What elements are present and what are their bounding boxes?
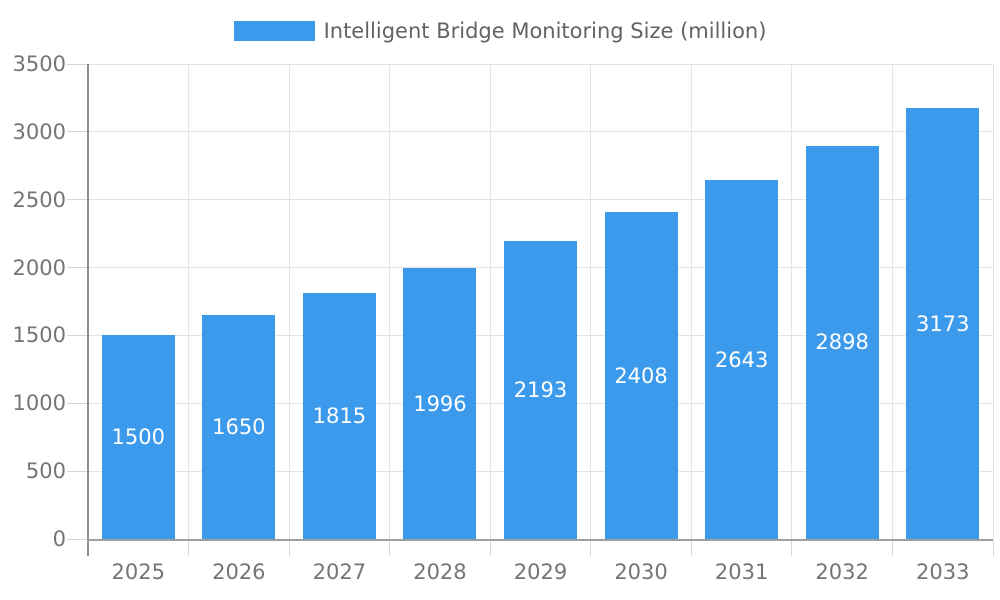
x-axis-label: 2031	[714, 560, 769, 584]
chart-legend: Intelligent Bridge Monitoring Size (mill…	[0, 16, 1000, 46]
bar-2030: 2408	[604, 212, 678, 539]
x-tick	[891, 540, 893, 556]
x-tick	[791, 540, 793, 556]
gridline-vertical	[288, 64, 290, 539]
gridline-vertical	[891, 64, 893, 539]
y-axis-label: 500	[25, 459, 66, 484]
x-tick	[188, 540, 190, 556]
y-axis-label: 0	[52, 527, 66, 551]
x-tick	[389, 540, 391, 556]
gridline-vertical	[690, 64, 692, 539]
gridline-vertical	[791, 64, 793, 539]
x-axis-label: 2025	[111, 560, 165, 584]
gridline-vertical	[389, 64, 391, 539]
y-tick	[67, 538, 87, 540]
y-axis-label: 1500	[12, 323, 66, 348]
bar-value-label: 1996	[413, 391, 467, 416]
y-tick	[67, 63, 87, 65]
gridline-horizontal	[89, 199, 993, 201]
gridline-horizontal	[89, 131, 993, 133]
y-tick	[67, 470, 87, 472]
gridline-vertical	[590, 64, 592, 539]
y-axis-label: 1000	[12, 391, 66, 416]
x-axis-label: 2033	[915, 560, 970, 584]
x-tick	[288, 540, 290, 556]
bar-2033: 3173	[906, 108, 980, 539]
y-axis-label: 3000	[12, 119, 66, 144]
y-tick	[67, 199, 87, 201]
bar-value-label: 2643	[714, 347, 769, 372]
x-tick	[489, 540, 491, 556]
x-axis-label: 2026	[212, 560, 266, 584]
x-tick	[590, 540, 592, 556]
legend-label: Intelligent Bridge Monitoring Size (mill…	[323, 19, 767, 43]
x-tick	[992, 540, 994, 556]
y-axis-label: 2000	[12, 255, 66, 280]
legend-color-swatch	[233, 21, 315, 41]
bar-2031: 2643	[705, 180, 779, 539]
bar-value-label: 1650	[212, 415, 266, 440]
y-axis-label: 2500	[12, 187, 66, 212]
bar-value-label: 1500	[111, 425, 165, 450]
bar-value-label: 1815	[312, 403, 367, 428]
gridline-vertical	[992, 64, 994, 539]
bar-2026: 1650	[202, 315, 276, 539]
gridline-vertical	[188, 64, 190, 539]
x-axis-label: 2028	[413, 560, 467, 584]
gridline-horizontal	[89, 63, 993, 65]
bar-2029: 2193	[504, 241, 577, 539]
y-tick	[67, 267, 87, 269]
bar-value-label: 2898	[815, 330, 869, 355]
x-tick	[690, 540, 692, 556]
y-tick	[67, 131, 87, 133]
y-axis-label: 3500	[12, 52, 66, 76]
bar-value-label: 3173	[915, 311, 970, 336]
x-axis-label: 2029	[513, 560, 568, 584]
y-tick	[67, 402, 87, 404]
x-axis-label: 2027	[312, 560, 367, 584]
y-tick	[67, 334, 87, 336]
y-axis-line	[87, 64, 89, 556]
bar-2027: 1815	[302, 292, 376, 539]
bar-value-label: 2193	[513, 378, 568, 403]
x-axis-label: 2030	[614, 560, 668, 584]
bar-2028: 1996	[403, 268, 477, 539]
x-axis-line	[87, 539, 993, 541]
bar-value-label: 2408	[614, 363, 668, 388]
x-axis-label: 2032	[815, 560, 869, 584]
gridline-vertical	[489, 64, 491, 539]
bar-2032: 2898	[805, 145, 879, 539]
bar-2025: 1500	[101, 335, 175, 539]
